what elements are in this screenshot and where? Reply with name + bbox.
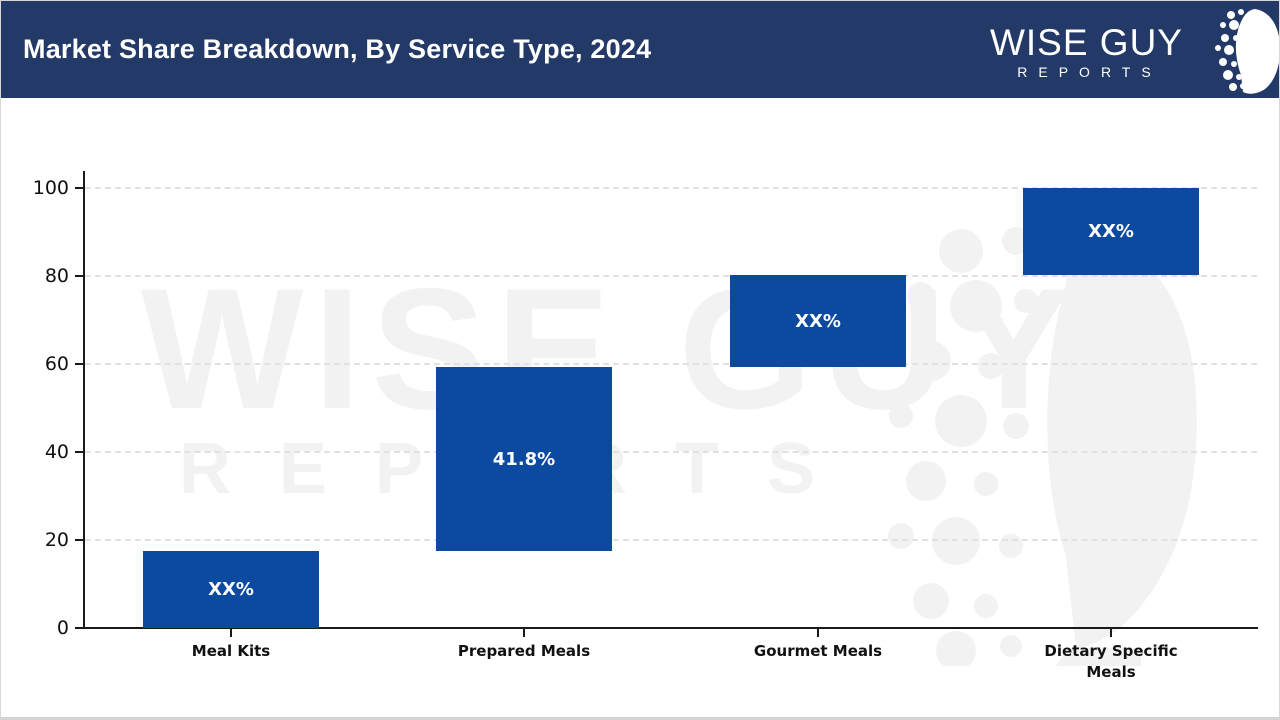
y-tick-label: 100 [32, 177, 69, 199]
bar-value-label: XX% [208, 579, 254, 600]
y-axis-tick [75, 187, 83, 189]
watermark-face-icon [888, 227, 1197, 666]
y-tick-label: 60 [44, 353, 69, 375]
y-axis-tick [75, 539, 83, 541]
y-axis-tick [75, 363, 83, 365]
bar: XX% [730, 275, 906, 368]
chart-title: Market Share Breakdown, By Service Type,… [23, 34, 652, 64]
x-axis-tick [230, 629, 232, 637]
bar-value-label: 41.8% [492, 448, 556, 470]
x-tick-label: Meal Kits [191, 642, 271, 660]
x-axis-tick [817, 629, 819, 637]
header-bar: Market Share Breakdown, By Service Type,… [1, 1, 1279, 98]
gridline [85, 363, 1257, 365]
brand-logo-text: WISE GUY REPORTS [989, 21, 1183, 80]
gridline [85, 187, 1257, 189]
gridline [85, 539, 1257, 541]
y-axis-tick [75, 275, 83, 277]
brand-name: WISE GUY [989, 21, 1183, 63]
bar: XX% [143, 551, 319, 628]
bar-value-label: XX% [1088, 221, 1134, 243]
face-profile-logo-icon [1215, 9, 1279, 94]
y-axis-tick [75, 451, 83, 453]
x-axis-tick [1110, 629, 1112, 637]
y-axis-line [83, 171, 85, 629]
x-axis-tick [523, 629, 525, 637]
gridline [85, 451, 1257, 453]
brand-logo: WISE GUY REPORTS [989, 7, 1279, 95]
x-tick-label: Gourmet Meals [753, 642, 883, 660]
y-tick-label: 80 [44, 265, 69, 287]
bar: XX% [1023, 188, 1199, 276]
y-tick-label: 0 [56, 617, 69, 639]
y-axis-tick [75, 627, 83, 629]
x-axis-line [83, 627, 1258, 629]
y-tick-label: 40 [44, 441, 69, 463]
gridline [85, 275, 1257, 277]
x-tick-label: Prepared Meals [457, 642, 591, 660]
x-tick-label: Dietary Specific Meals [1044, 642, 1178, 681]
y-tick-label: 20 [44, 529, 69, 551]
bar-value-label: XX% [795, 310, 841, 332]
brand-subname: REPORTS [1017, 63, 1162, 80]
bar: 41.8% [436, 367, 612, 551]
